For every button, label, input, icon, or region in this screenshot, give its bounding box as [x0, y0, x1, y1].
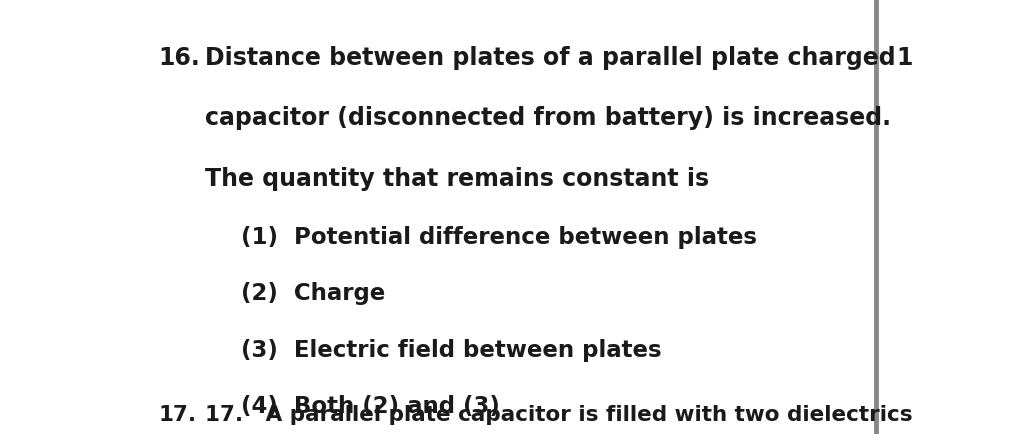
Text: (3)  Electric field between plates: (3) Electric field between plates [241, 339, 662, 362]
Text: capacitor (disconnected from battery) is increased.: capacitor (disconnected from battery) is… [205, 106, 891, 130]
Text: 17.   A parallel plate capacitor is filled with two dielectrics: 17. A parallel plate capacitor is filled… [205, 405, 912, 425]
Text: (2)  Charge: (2) Charge [241, 282, 385, 305]
Text: 17.: 17. [159, 405, 197, 425]
Text: (1)  Potential difference between plates: (1) Potential difference between plates [241, 226, 757, 249]
Text: (4)  Both (2) and (3): (4) Both (2) and (3) [241, 395, 500, 418]
Text: 1: 1 [896, 46, 912, 69]
Text: The quantity that remains constant is: The quantity that remains constant is [205, 167, 709, 191]
Text: 16.: 16. [159, 46, 201, 69]
Text: Distance between plates of a parallel plate charged: Distance between plates of a parallel pl… [205, 46, 895, 69]
